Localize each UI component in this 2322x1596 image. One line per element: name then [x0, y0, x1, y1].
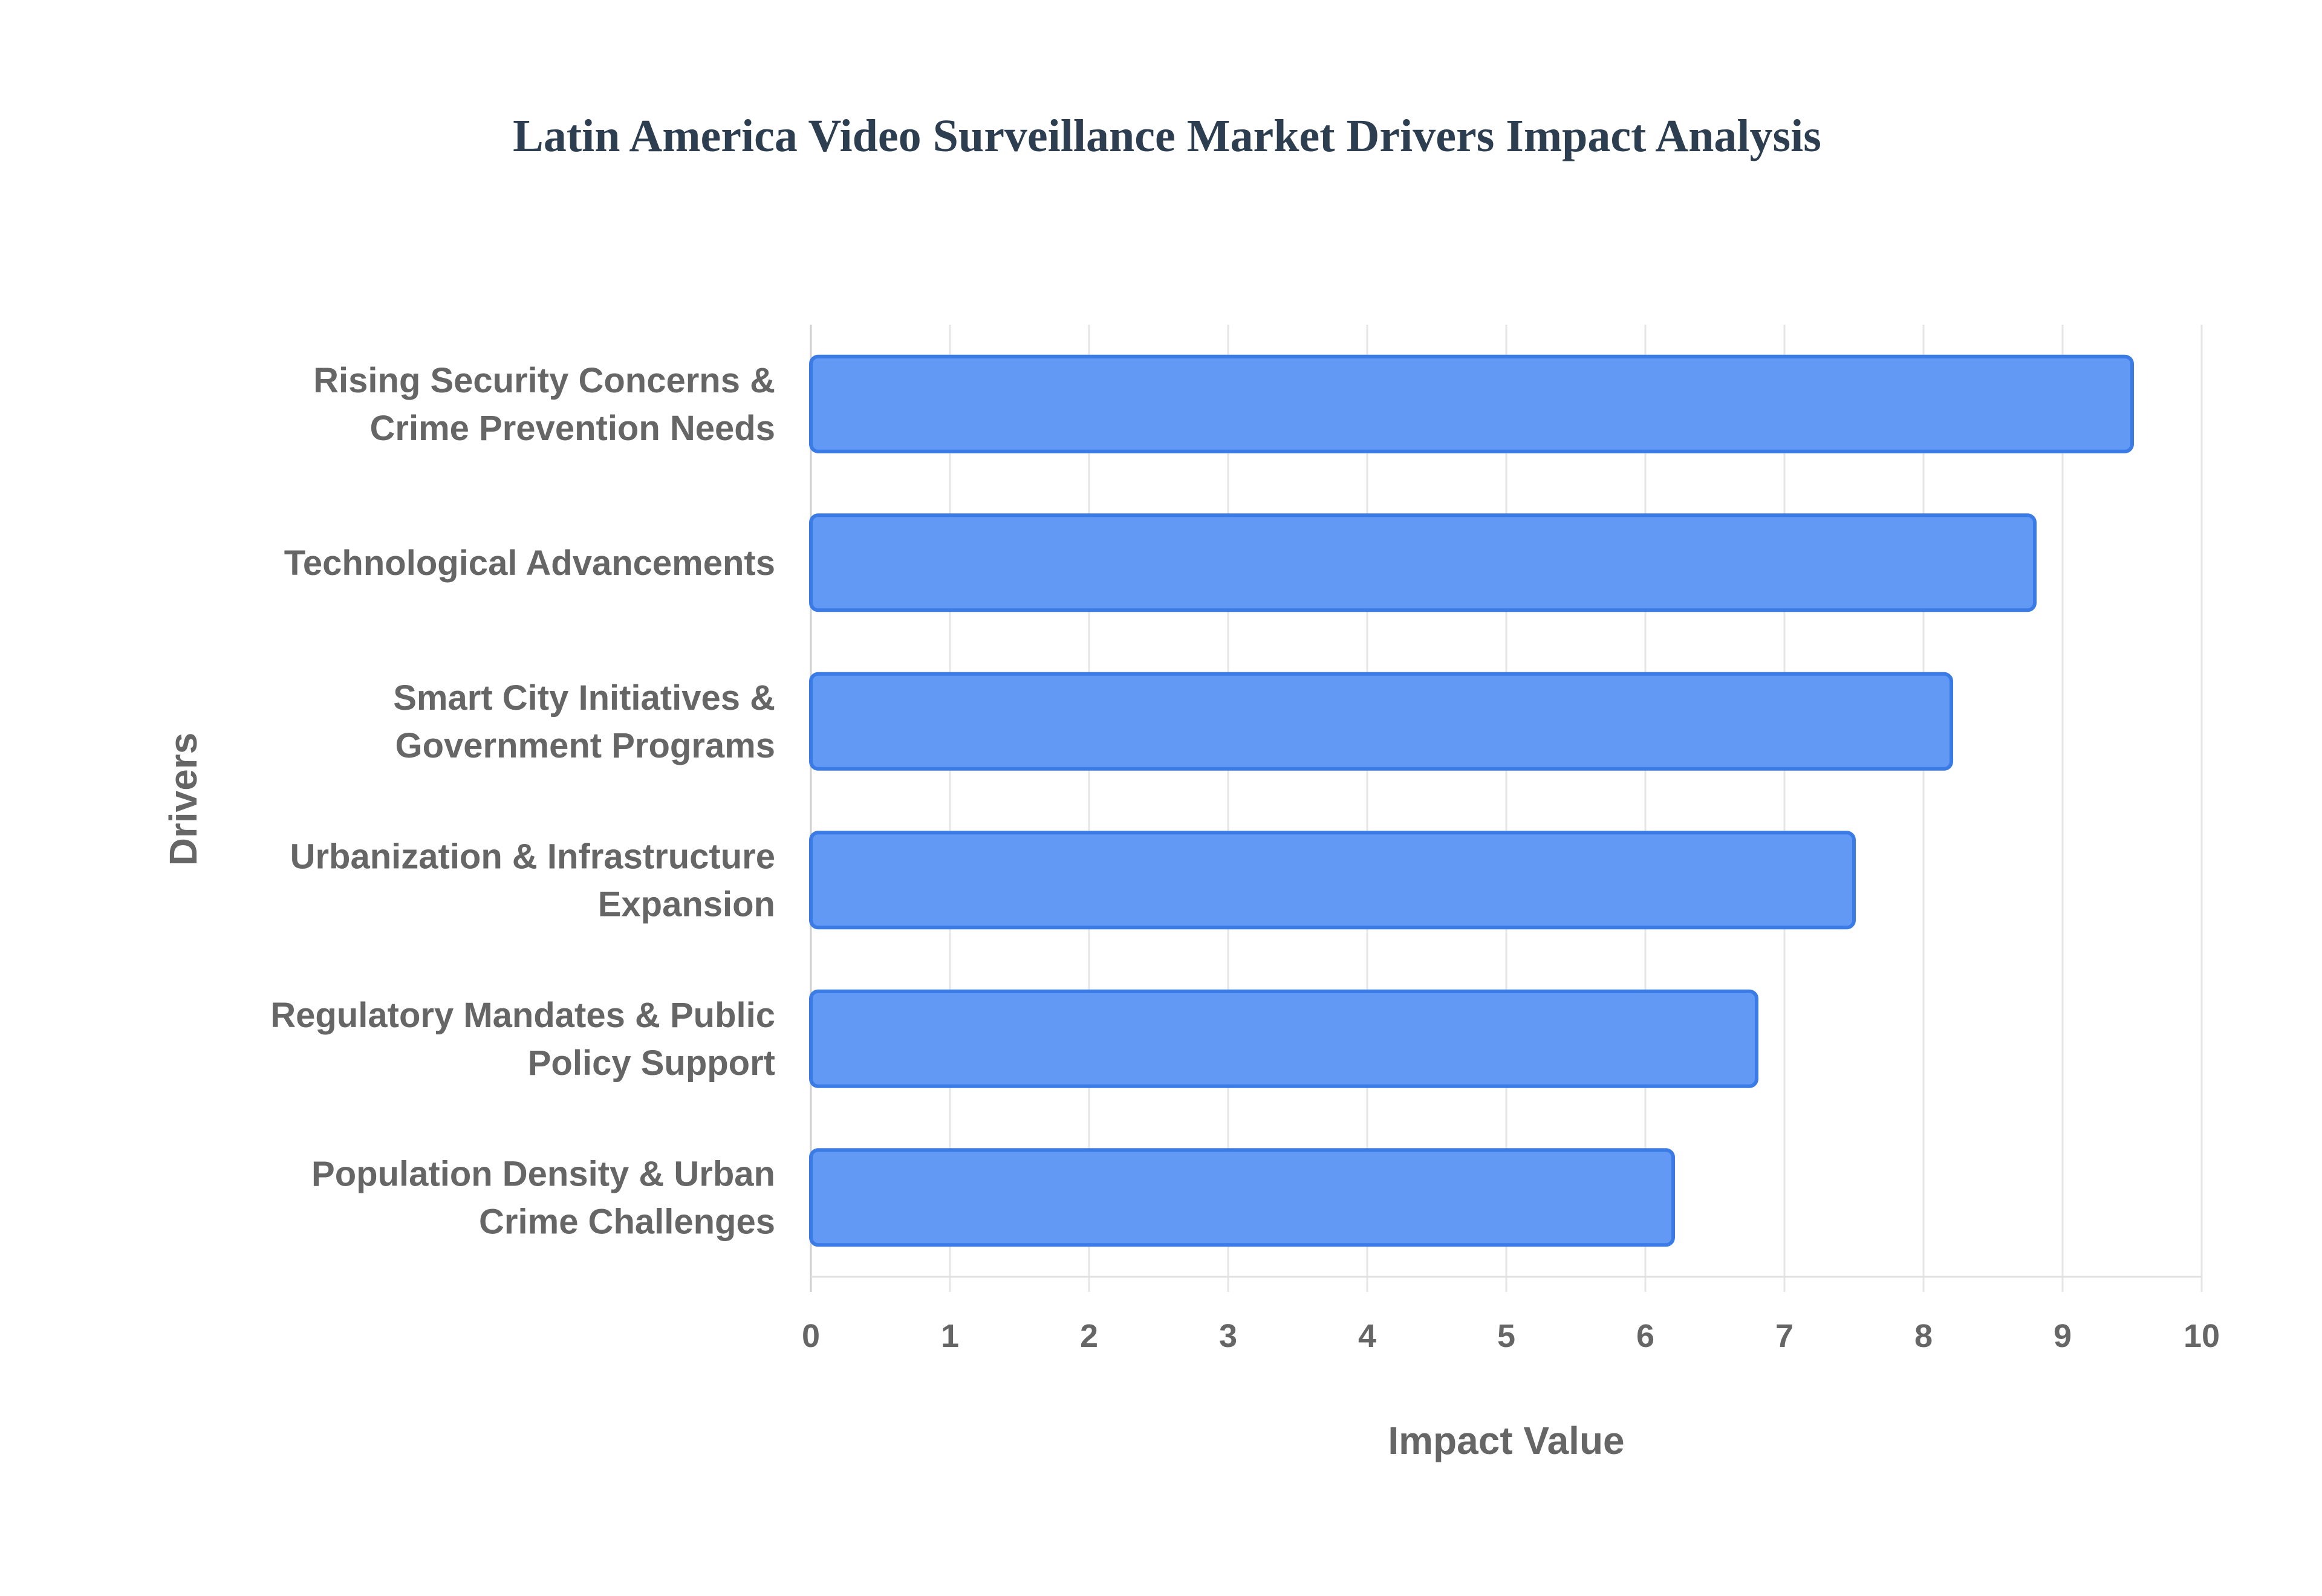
category-label: Urbanization & Infrastructure Expansion	[290, 837, 775, 924]
category-label-line: Regulatory Mandates & Public	[270, 996, 775, 1035]
category-label-line: Expansion	[598, 884, 775, 924]
category-label-line: Government Programs	[395, 726, 775, 765]
bar[interactable]	[809, 672, 1953, 771]
bars	[809, 354, 2134, 1247]
category-label-line: Smart City Initiatives &	[393, 678, 775, 718]
x-tick-label: 10	[2184, 1318, 2220, 1354]
x-tick-label: 3	[1219, 1318, 1237, 1354]
gridlines	[810, 325, 2203, 1292]
x-tick-labels: 0 1 2 3 4 5 6 7 8 9 10	[802, 1318, 2220, 1354]
x-tick-label: 5	[1497, 1318, 1515, 1354]
x-axis-title: Impact Value	[1388, 1419, 1624, 1462]
y-axis-title: Drivers	[161, 733, 205, 866]
category-label-line: Population Density & Urban	[311, 1154, 775, 1193]
x-tick-label: 9	[2054, 1318, 2072, 1354]
x-tick-label: 2	[1080, 1318, 1098, 1354]
category-label-line: Technological Advancements	[284, 543, 775, 583]
x-tick-label: 8	[1914, 1318, 1933, 1354]
category-label: Rising Security Concerns & Crime Preventi…	[313, 361, 775, 448]
category-label: Smart City Initiatives & Government Progr…	[393, 678, 775, 765]
category-label: Population Density & Urban Crime Challeng…	[311, 1154, 775, 1241]
category-labels: Rising Security Concerns & Crime Preventi…	[270, 361, 775, 1242]
bar[interactable]	[809, 513, 2037, 612]
bar[interactable]	[809, 354, 2134, 453]
bar[interactable]	[809, 1148, 1675, 1247]
x-tick-label: 4	[1358, 1318, 1376, 1354]
bar[interactable]	[809, 831, 1856, 930]
chart-title: Latin America Video Surveillance Market …	[513, 111, 1821, 161]
category-label-line: Policy Support	[528, 1043, 775, 1083]
category-label-line: Rising Security Concerns &	[313, 361, 775, 400]
category-label: Regulatory Mandates & Public Policy Suppo…	[270, 996, 775, 1083]
category-label-line: Urbanization & Infrastructure	[290, 837, 775, 876]
x-tick-label: 0	[802, 1318, 820, 1354]
x-tick-label: 7	[1775, 1318, 1794, 1354]
x-tick-label: 1	[941, 1318, 959, 1354]
category-label-line: Crime Challenges	[479, 1202, 775, 1241]
category-label-line: Crime Prevention Needs	[370, 409, 775, 448]
bar[interactable]	[809, 989, 1758, 1088]
x-tick-label: 6	[1636, 1318, 1654, 1354]
category-label: Technological Advancements	[284, 543, 775, 583]
